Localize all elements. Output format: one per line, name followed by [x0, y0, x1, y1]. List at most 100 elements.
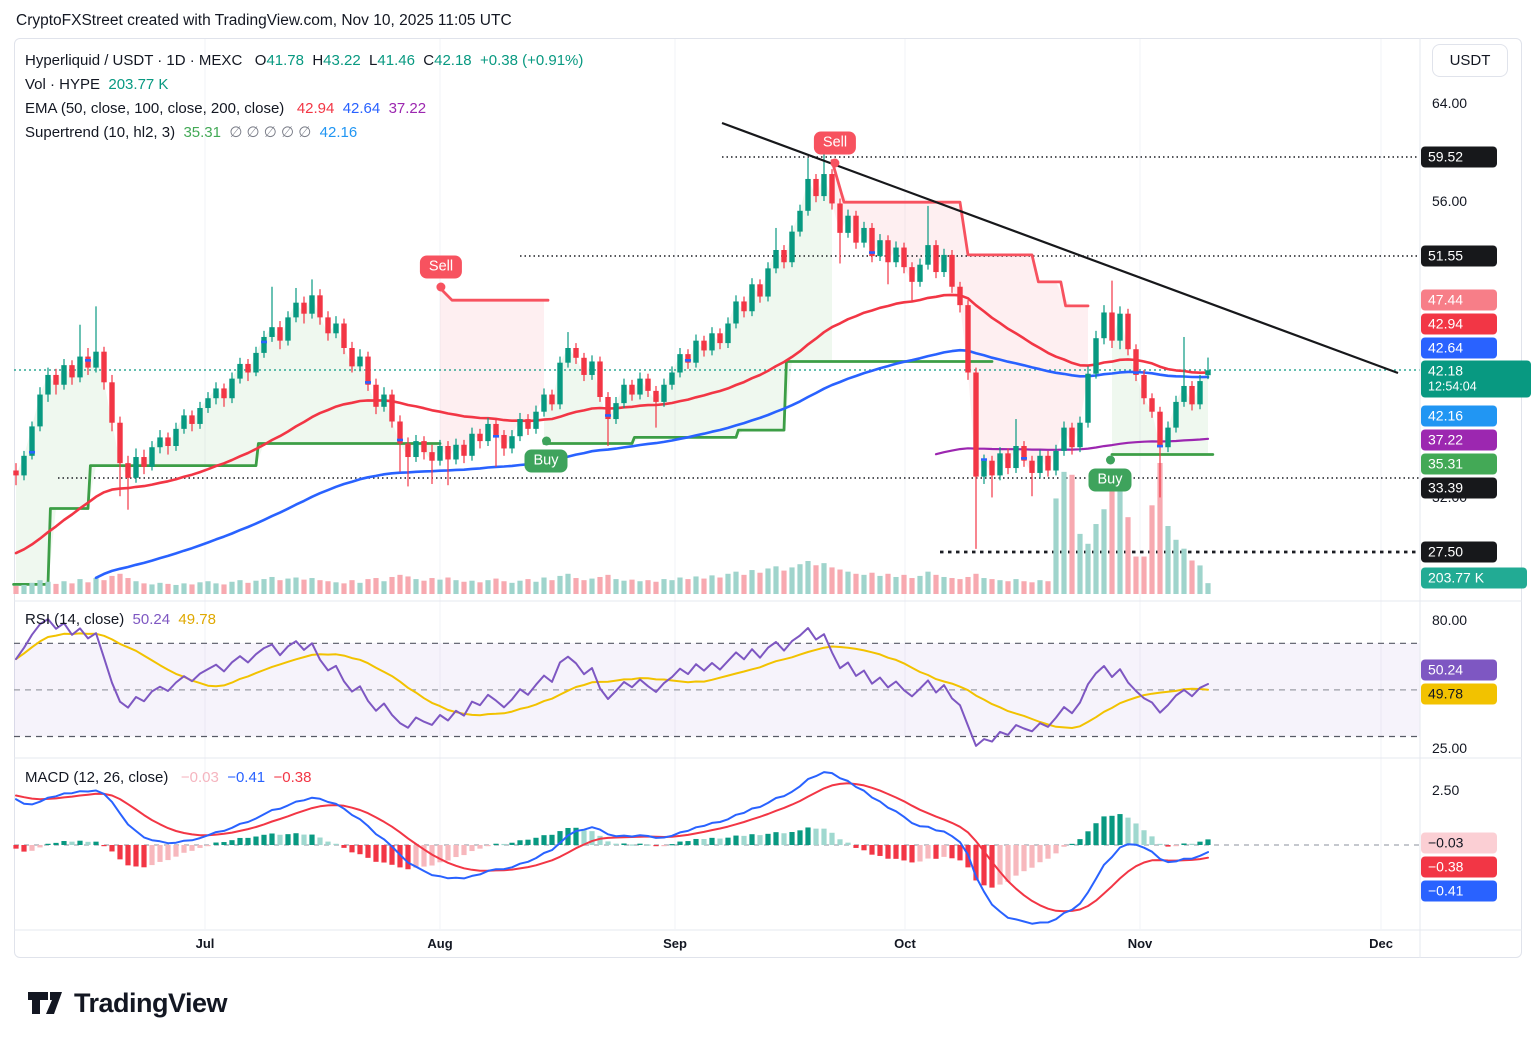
macd-histogram-bar	[245, 837, 251, 845]
candle-body	[925, 245, 931, 265]
candle-body	[1101, 312, 1107, 339]
legend-part: 50.24	[132, 611, 179, 628]
price-badge: 35.31	[1421, 453, 1497, 475]
candle-body	[597, 361, 603, 397]
macd-histogram-bar	[357, 845, 363, 855]
currency-toggle-button[interactable]: USDT	[1432, 44, 1508, 77]
volume-bar	[981, 578, 987, 594]
macd-histogram-bar	[493, 843, 499, 845]
ema50-line	[14, 293, 1210, 555]
candle-body	[861, 227, 867, 243]
candle-body	[869, 227, 875, 257]
candle-body	[973, 372, 979, 477]
macd-histogram-bar	[661, 845, 667, 847]
candle-body	[213, 388, 219, 399]
volume-bar	[261, 579, 267, 594]
volume-bar	[333, 582, 339, 594]
candle-body	[61, 365, 67, 385]
volume-bar	[101, 580, 107, 594]
legend-part: 49.78	[178, 611, 216, 628]
volume-bar	[1029, 582, 1035, 594]
candle-body	[965, 305, 971, 373]
candle-body	[1165, 427, 1171, 448]
volume-bar	[213, 583, 219, 594]
macd-histogram-bar	[189, 845, 195, 851]
macd-histogram-bar	[1053, 845, 1059, 854]
legend-part: −0.41	[227, 769, 274, 786]
volume-bar	[61, 581, 67, 594]
candle-body	[533, 411, 539, 429]
macd-histogram-bar	[101, 845, 107, 847]
candle-body	[325, 317, 331, 334]
candle-body	[933, 245, 939, 273]
volume-bar	[269, 576, 275, 594]
candle-body	[789, 231, 795, 263]
legend-row: EMA (50, close, 100, close, 200, close) …	[25, 100, 426, 118]
macd-histogram-bar	[277, 834, 283, 845]
volume-bar	[957, 579, 963, 594]
volume-bar	[885, 573, 891, 594]
month-label: Jul	[195, 936, 215, 951]
candle-body	[677, 354, 683, 373]
candle-body	[205, 398, 211, 409]
volume-bar	[869, 572, 875, 594]
macd-histogram-bar	[453, 845, 459, 858]
candle-body	[1037, 455, 1043, 473]
macd-histogram-bar	[1149, 836, 1155, 845]
candle-body	[45, 374, 51, 395]
candle-body	[989, 460, 995, 476]
macd-histogram-bar	[1013, 845, 1019, 876]
volume-bar	[1197, 565, 1203, 594]
macd-histogram-bar	[29, 845, 35, 851]
month-label: Aug	[427, 936, 453, 951]
volume-bar	[797, 564, 803, 594]
volume-bar	[93, 578, 99, 594]
candle-body	[605, 397, 611, 420]
macd-histogram-bar	[605, 841, 611, 845]
volume-bar	[909, 578, 915, 594]
candle-body	[773, 250, 779, 269]
volume-bar	[1077, 533, 1083, 594]
month-label: Nov	[1127, 936, 1153, 951]
volume-bar	[781, 570, 787, 594]
macd-histogram-bar	[1181, 843, 1187, 845]
volume-bar	[277, 580, 283, 594]
volume-bar	[437, 579, 443, 594]
macd-histogram-bar	[949, 845, 955, 859]
legend-part: 35.31	[183, 124, 230, 141]
volume-bar	[501, 581, 507, 594]
macd-histogram-bar	[1165, 845, 1171, 847]
price-badge: 51.55	[1421, 245, 1497, 267]
macd-histogram-bar	[1069, 843, 1075, 846]
macd-histogram-bar	[317, 837, 323, 845]
candle-body	[405, 443, 411, 458]
candle-body	[701, 340, 707, 351]
supertrend-down-line	[438, 286, 550, 302]
price-badge: 47.44	[1421, 289, 1497, 311]
candle-body	[917, 264, 923, 282]
tradingview-logo-icon	[28, 992, 62, 1014]
macd-histogram-bar	[1101, 816, 1107, 845]
volume-bar	[677, 577, 683, 594]
candle-body	[837, 203, 843, 233]
volume-bar	[21, 584, 27, 594]
candle-body	[613, 403, 619, 420]
macd-histogram-bar	[997, 845, 1003, 885]
legend-part: MACD (12, 26, close)	[25, 769, 181, 786]
volume-bar	[621, 580, 627, 594]
macd-histogram-bar	[909, 845, 915, 863]
candle-body	[117, 422, 123, 464]
candle-body	[37, 394, 43, 427]
buy-signal-badge: Buy	[524, 449, 568, 473]
tradingview-logo[interactable]: TradingView	[26, 986, 228, 1020]
candle-body	[53, 374, 59, 385]
volume-bar	[597, 576, 603, 594]
macd-histogram-bar	[541, 835, 547, 845]
volume-bar	[509, 582, 515, 594]
candle-body	[269, 327, 275, 337]
macd-histogram-bar	[757, 835, 763, 845]
macd-histogram-bar	[381, 845, 387, 863]
supertrend-tick	[493, 435, 499, 438]
